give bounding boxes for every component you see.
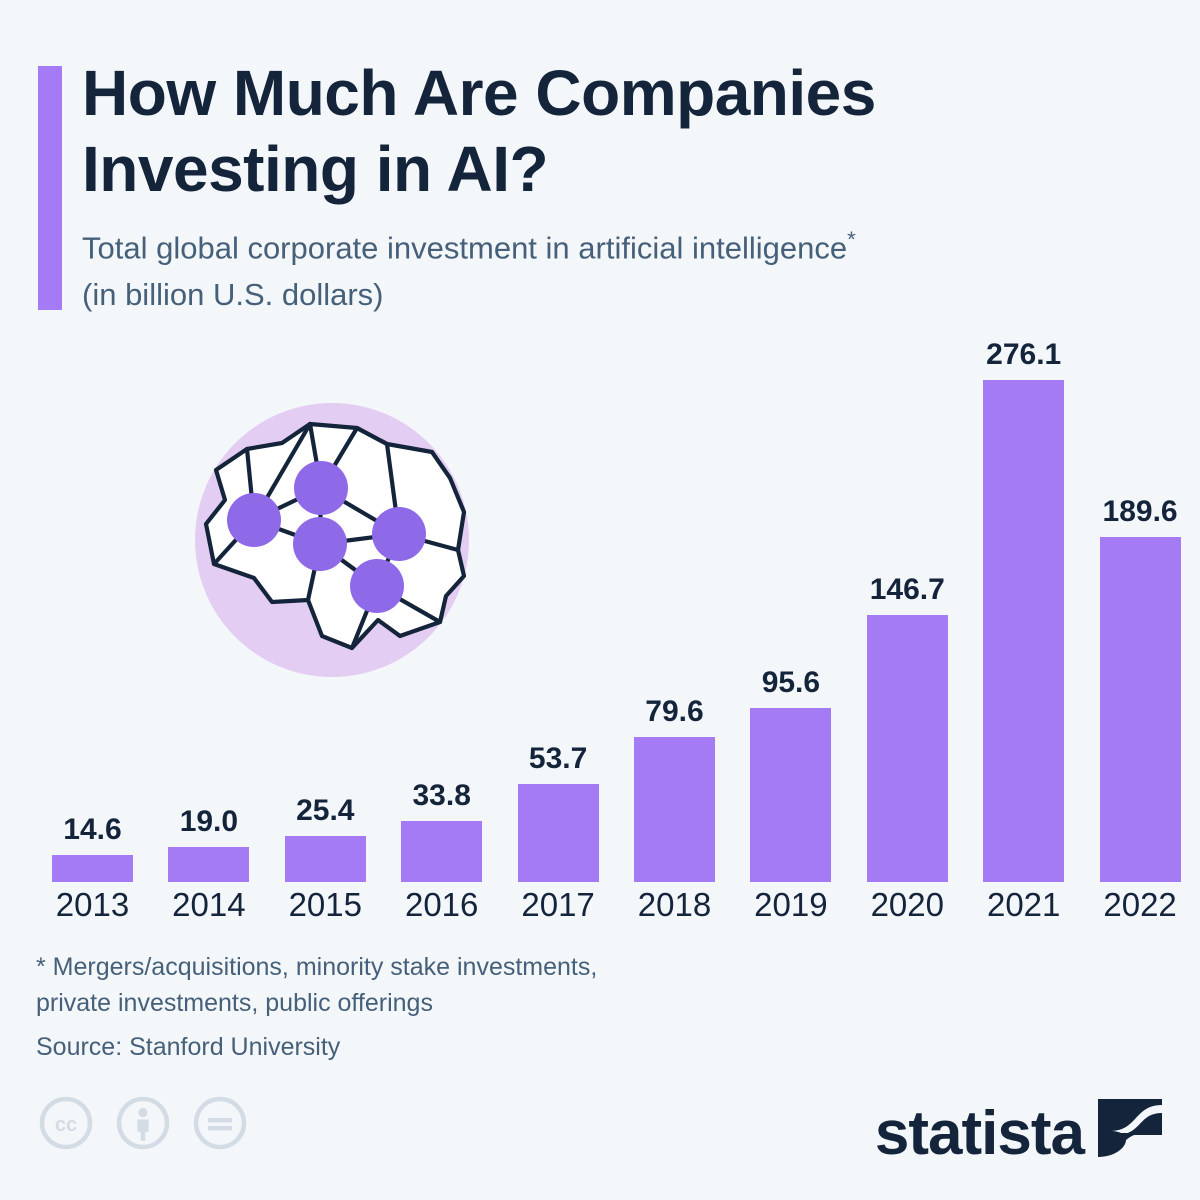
page-subtitle: Total global corporate investment in art… <box>82 223 1162 319</box>
bar-column: 146.7 <box>866 330 948 882</box>
bar-value-label-2022: 189.6 <box>1102 495 1178 529</box>
footnotes-block: * Mergers/acquisitions, minority stake i… <box>36 950 876 1062</box>
chart-plot-area: 14.6 19.0 25.4 33.8 53.7 79.6 95.6 146.7 276.1 18… <box>38 330 1181 882</box>
bar-value-label-2015: 25.4 <box>296 793 355 827</box>
x-axis-label-2022: 2022 <box>1103 886 1177 923</box>
bar-value-label-2018: 79.6 <box>645 695 704 729</box>
bar-column: 53.7 <box>517 330 599 882</box>
bar-column: 33.8 <box>401 330 483 882</box>
subtitle-line-2: (in billion U.S. dollars) <box>82 277 384 313</box>
bar-chart: 14.6 19.0 25.4 33.8 53.7 79.6 95.6 146.7 276.1 18… <box>0 330 1200 930</box>
x-axis-label-2019: 2019 <box>754 886 828 923</box>
brain-nodes <box>227 461 426 613</box>
x-axis-label-2013: 2013 <box>55 886 130 923</box>
bar-column: 14.6 <box>52 330 133 882</box>
bar-2019 <box>750 708 832 882</box>
title-block: How Much Are Companies Investing in AI? … <box>82 56 1162 319</box>
bar-2022 <box>1099 537 1181 882</box>
bar-2013 <box>52 855 133 882</box>
bar-value-label-2016: 33.8 <box>412 778 471 812</box>
bar-2016 <box>401 820 483 882</box>
subtitle-footnote-marker: * <box>847 227 856 253</box>
x-axis-label-2017: 2017 <box>521 886 595 923</box>
bar-column: 189.6 <box>1099 330 1181 882</box>
bar-value-label-2019: 95.6 <box>761 666 821 700</box>
bar-value-label-2021: 276.1 <box>986 338 1062 371</box>
bar-2018 <box>634 737 715 882</box>
x-axis-label-2015: 2015 <box>288 886 362 923</box>
x-axis-label-2021: 2021 <box>986 886 1061 923</box>
x-axis-label-2016: 2016 <box>404 886 479 923</box>
bar-2014 <box>168 847 250 882</box>
bar-2015 <box>284 835 366 882</box>
cc-icon: cc <box>38 1095 94 1156</box>
no-derivatives-equals-icon <box>192 1095 248 1156</box>
x-axis-label-2018: 2018 <box>637 886 712 923</box>
x-axis-label-2020: 2020 <box>870 886 944 923</box>
bar-value-label-2020: 146.7 <box>869 573 945 607</box>
bar-value-label-2013: 14.6 <box>63 813 122 847</box>
title-accent-bar <box>38 66 62 310</box>
bar-value-label-2017: 53.7 <box>528 742 588 776</box>
subtitle-line-1: Total global corporate investment in art… <box>82 230 848 266</box>
bar-2021 <box>983 380 1065 882</box>
x-axis-label-2014: 2014 <box>172 886 246 923</box>
bar-column: 25.4 <box>284 330 366 882</box>
x-axis-labels: 2013 2014 2015 2016 2017 2018 2019 2020 2021 2022 <box>38 886 1177 932</box>
footnote-text: * Mergers/acquisitions, minority stake i… <box>36 953 598 1017</box>
bar-2020 <box>866 615 948 882</box>
header: How Much Are Companies Investing in AI? … <box>0 0 1200 330</box>
footer: cc statista <box>0 1085 1200 1200</box>
bar-value-label-2014: 19.0 <box>179 805 239 839</box>
statista-swoosh-icon <box>1098 1099 1162 1168</box>
creative-commons-license-icons: cc <box>38 1095 248 1156</box>
page-title: How Much Are Companies Investing in AI? <box>82 57 876 205</box>
ai-brain-network-icon <box>192 400 472 680</box>
svg-text:cc: cc <box>55 1114 77 1136</box>
statista-wordmark: statista <box>874 1098 1085 1168</box>
statista-logo: statista <box>875 1099 1162 1168</box>
bar-column: 79.6 <box>634 330 715 882</box>
bar-2017 <box>517 784 599 882</box>
source-text: Source: Stanford University <box>36 1033 341 1061</box>
bar-column: 95.6 <box>750 330 832 882</box>
bar-column: 276.1 <box>983 330 1065 882</box>
bar-column: 19.0 <box>168 330 250 882</box>
attribution-person-icon <box>115 1095 171 1156</box>
